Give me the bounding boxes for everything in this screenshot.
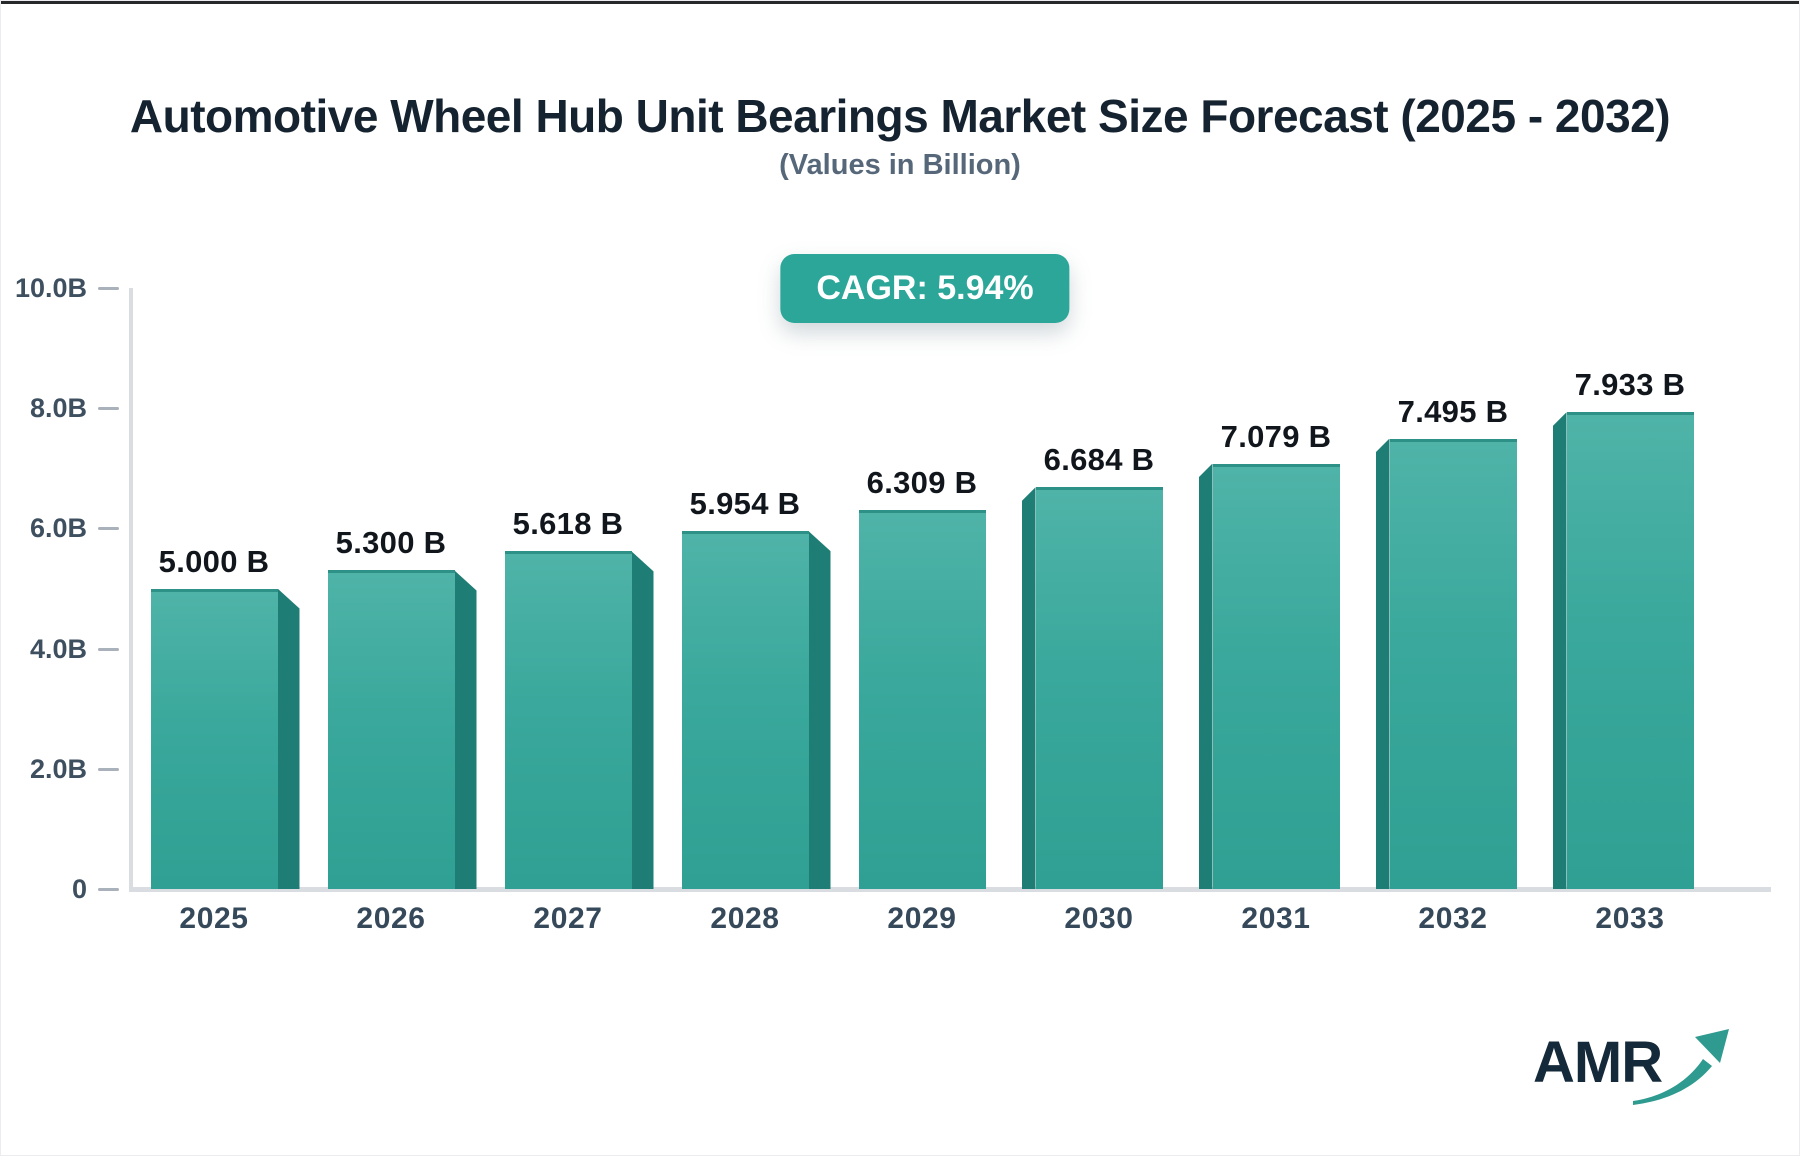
y-tick-label: 2.0B xyxy=(29,753,87,784)
y-tick-label: 10.0B xyxy=(14,273,87,303)
cagr-badge: CAGR: 5.94% xyxy=(780,254,1070,323)
bar-value-label: 5.000 B xyxy=(158,543,270,579)
bar-value-label: 5.954 B xyxy=(689,486,801,522)
chart-subtitle: (Values in Billion) xyxy=(779,149,1021,181)
bar-value-label: 6.684 B xyxy=(1043,442,1155,478)
window-top-edge xyxy=(1,1,1799,4)
chart-title: Automotive Wheel Hub Unit Bearings Marke… xyxy=(129,90,1671,142)
growth-arrow-icon xyxy=(1633,1029,1729,1105)
y-tick-dash xyxy=(98,527,119,531)
x-tick-label: 2029 xyxy=(887,902,957,935)
x-tick-label: 2028 xyxy=(710,902,780,935)
bar-value-label: 7.933 B xyxy=(1574,367,1686,403)
bar-value-label: 7.495 B xyxy=(1397,393,1509,429)
y-tick-dash xyxy=(98,287,119,290)
y-tick-dash xyxy=(98,888,119,891)
bar-3d-side xyxy=(631,551,654,889)
bar xyxy=(1035,487,1163,889)
bar xyxy=(1389,438,1517,889)
bar-value-label: 5.300 B xyxy=(335,525,447,561)
y-tick-label: 4.0B xyxy=(29,633,87,664)
bar-value-label: 6.309 B xyxy=(866,464,978,500)
x-tick-label: 2032 xyxy=(1418,902,1488,935)
x-tick-label: 2030 xyxy=(1064,902,1134,935)
bar-3d-side xyxy=(1375,438,1390,889)
amr-logo: AMR xyxy=(1533,1025,1733,1115)
bar-value-label: 5.618 B xyxy=(512,506,624,542)
x-axis-line xyxy=(129,887,1771,892)
y-tick-dash xyxy=(98,407,119,411)
bar xyxy=(327,570,455,889)
bar xyxy=(1566,412,1694,889)
x-tick-label: 2026 xyxy=(356,902,426,935)
bar-3d-side xyxy=(808,531,831,889)
bar-3d-side xyxy=(1552,412,1567,889)
bar-3d-side xyxy=(1198,463,1213,889)
bar xyxy=(504,551,632,889)
bar xyxy=(858,509,986,889)
x-tick-label: 2027 xyxy=(533,902,603,935)
y-tick-dash xyxy=(98,767,119,771)
bar-value-label: 7.079 B xyxy=(1220,418,1332,454)
amr-logo-text: AMR xyxy=(1533,1030,1663,1095)
y-axis-line xyxy=(129,288,133,892)
bar xyxy=(1212,463,1340,889)
bar-3d-side xyxy=(454,570,477,889)
x-tick-label: 2031 xyxy=(1241,902,1311,935)
y-tick-label: 0 xyxy=(71,874,87,904)
y-tick-label: 8.0B xyxy=(29,393,87,424)
bar-3d-side xyxy=(277,588,300,889)
x-tick-label: 2033 xyxy=(1595,902,1665,935)
bar xyxy=(150,588,278,889)
bar xyxy=(681,531,809,889)
y-tick-label: 6.0B xyxy=(29,513,87,544)
y-tick-dash xyxy=(98,647,119,651)
x-tick-label: 2025 xyxy=(179,902,249,935)
bar-3d-side xyxy=(1021,487,1036,889)
